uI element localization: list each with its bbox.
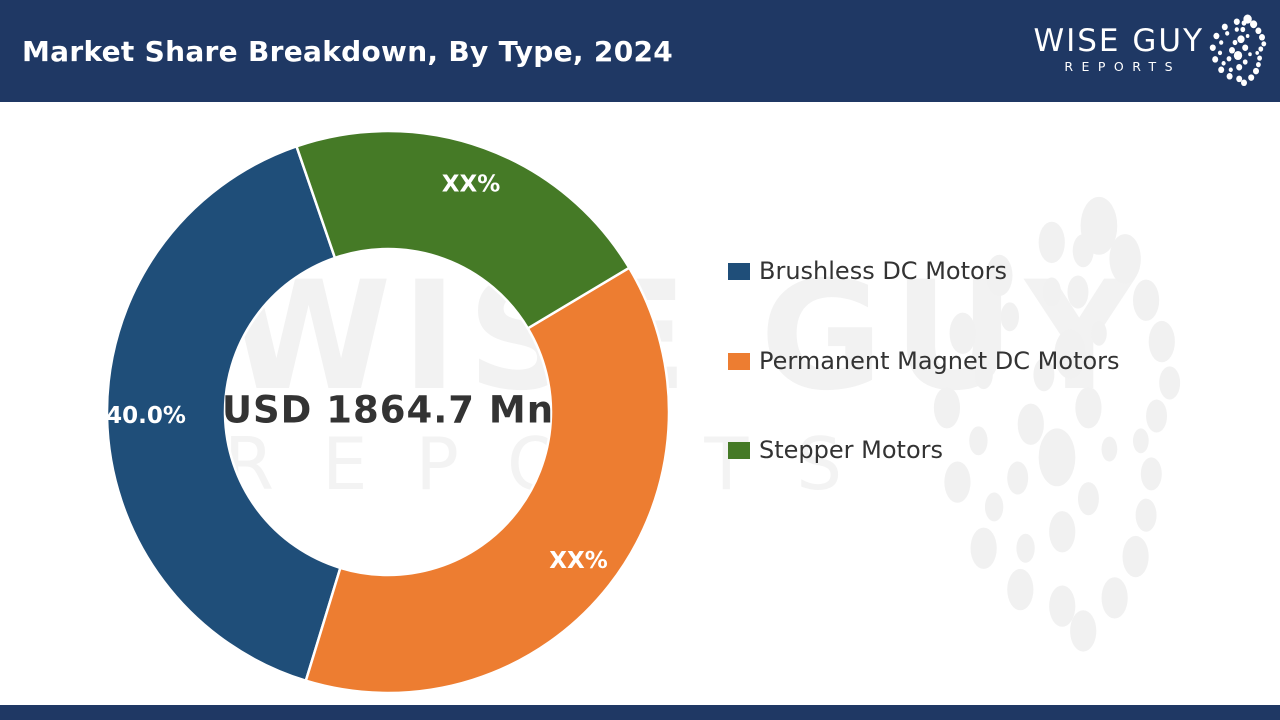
slice-label: XX%	[549, 548, 608, 574]
legend-label: Brushless DC Motors	[759, 257, 1008, 285]
legend-item-permanent-magnet-dc-motors: Permanent Magnet DC Motors	[728, 345, 1120, 377]
logo-subtext: REPORTS	[1064, 59, 1182, 75]
page-title: Market Share Breakdown, By Type, 2024	[22, 34, 674, 68]
header-bar: Market Share Breakdown, By Type, 2024 WI…	[0, 0, 1280, 102]
legend-label: Permanent Magnet DC Motors	[759, 347, 1120, 375]
slice-brushless-dc-motors	[105, 144, 342, 683]
legend-label: Stepper Motors	[759, 436, 943, 464]
slice-permanent-magnet-dc-motors	[304, 266, 671, 695]
logo-wordmark: WISE GUY	[1033, 22, 1204, 59]
slice-stepper-motors	[294, 129, 631, 331]
legend-swatch-green	[728, 441, 750, 459]
footer-bar	[0, 705, 1280, 720]
logo-face-icon	[1208, 10, 1268, 88]
legend-swatch-blue	[728, 262, 750, 280]
wise-guy-logo: WISE GUY REPORTS	[1033, 10, 1268, 88]
logo-text: WISE GUY REPORTS	[1033, 22, 1204, 75]
legend-swatch-orange	[728, 352, 750, 370]
legend-item-brushless-dc-motors: Brushless DC Motors	[728, 255, 1007, 287]
slice-label: 40.0%	[106, 403, 186, 429]
slice-label: XX%	[442, 172, 501, 198]
legend-item-stepper-motors: Stepper Motors	[728, 434, 943, 466]
chart-center-value: USD 1864.7 Mn	[221, 388, 555, 432]
